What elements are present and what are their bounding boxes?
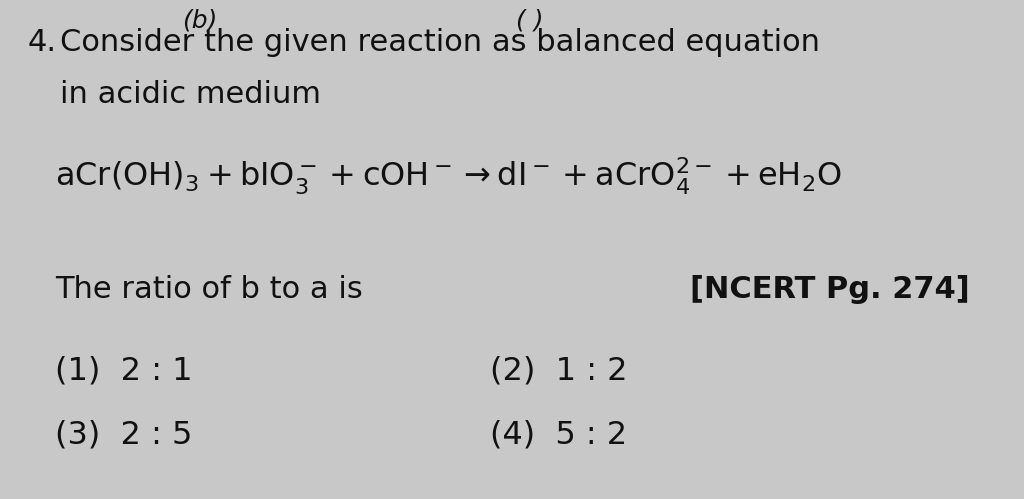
Text: Consider the given reaction as balanced equation: Consider the given reaction as balanced … [60, 28, 820, 57]
Text: (3)  2 : 5: (3) 2 : 5 [55, 420, 193, 451]
Text: (4)  5 : 2: (4) 5 : 2 [490, 420, 628, 451]
Text: $\mathrm{aCr(OH)_3+bIO_3^-+cOH^-\rightarrow dI^-+aCrO_4^{2-}+eH_2O}$: $\mathrm{aCr(OH)_3+bIO_3^-+cOH^-\rightar… [55, 155, 842, 197]
Text: (b): (b) [182, 8, 218, 32]
Text: 4.: 4. [28, 28, 57, 57]
Text: The ratio of b to a is: The ratio of b to a is [55, 275, 362, 304]
Text: ( ): ( ) [516, 8, 544, 32]
Text: in acidic medium: in acidic medium [60, 80, 321, 109]
Text: [NCERT Pg. 274]: [NCERT Pg. 274] [690, 275, 970, 304]
Text: (2)  1 : 2: (2) 1 : 2 [490, 355, 628, 386]
Text: (1)  2 : 1: (1) 2 : 1 [55, 355, 193, 386]
